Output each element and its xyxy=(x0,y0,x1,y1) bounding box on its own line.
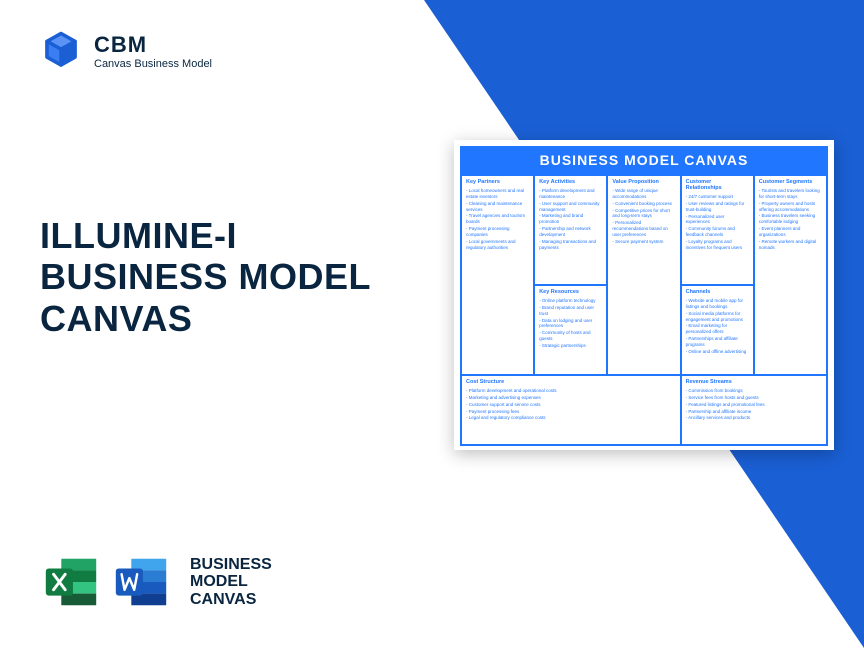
list-item: - Online and offline advertising xyxy=(686,349,749,355)
list-item: - Payment processing fees xyxy=(466,409,676,415)
list-item: - Competitive prices for short and long-… xyxy=(612,208,675,220)
heading-line3: CANVAS xyxy=(40,298,371,339)
list-item: - Platform development and operational c… xyxy=(466,388,676,394)
list-item: - Tourists and travelers looking for sho… xyxy=(759,188,822,200)
list-item: - Travel agencies and tourism boards xyxy=(466,213,529,225)
cell-key-partners: Key Partners - Local homeowners and real… xyxy=(461,175,534,375)
file-icons-row: BUSINESS MODEL CANVAS xyxy=(40,551,272,613)
list-item: - Partnership and network development xyxy=(539,226,602,238)
cell-customer-relationships: Customer Relationships - 24/7 customer s… xyxy=(681,175,754,285)
cbm-logo-icon xyxy=(40,30,82,72)
list-item: - Social media platforms for engagement … xyxy=(686,311,749,323)
list-item: - Online platform technology xyxy=(539,298,602,304)
logo-title: CBM xyxy=(94,32,212,58)
list-item: - User support and community management xyxy=(539,201,602,213)
list-item: - Property owners and hosts offering acc… xyxy=(759,201,822,213)
cell-cost-structure: Cost Structure - Platform development an… xyxy=(461,375,681,445)
cell-customer-segments: Customer Segments - Tourists and travele… xyxy=(754,175,827,375)
list-item: - Personalized recommendations based on … xyxy=(612,220,675,238)
list-item: - Remote workers and digital nomads xyxy=(759,239,822,251)
list-item: - Business travelers seeking comfortable… xyxy=(759,213,822,225)
logo-subtitle: Canvas Business Model xyxy=(94,58,212,70)
cell-value-proposition: Value Proposition - Wide range of unique… xyxy=(607,175,680,375)
list-item: - Customer support and service costs xyxy=(466,402,676,408)
excel-icon xyxy=(40,551,102,613)
list-item: - Brand reputation and user trust xyxy=(539,305,602,317)
canvas-preview-card: BUSINESS MODEL CANVAS Key Partners - Loc… xyxy=(454,140,834,450)
canvas-title: BUSINESS MODEL CANVAS xyxy=(460,146,828,174)
list-item: - Platform development and maintenance xyxy=(539,188,602,200)
list-item: - Local governments and regulatory autho… xyxy=(466,239,529,251)
heading-line2: BUSINESS MODEL xyxy=(40,256,371,297)
list-item: - Personalized user experiences xyxy=(686,214,749,226)
list-item: - Legal and regulatory compliance costs xyxy=(466,415,676,421)
list-item: - Partnerships and affiliate programs xyxy=(686,336,749,348)
list-item: - Service fees from hosts and guests xyxy=(686,395,822,401)
list-item: - Data on lodging and user preferences xyxy=(539,318,602,330)
list-item: - Secure payment system xyxy=(612,239,675,245)
list-item: - Wide range of unique accommodations xyxy=(612,188,675,200)
bmc-label: BUSINESS MODEL CANVAS xyxy=(190,556,272,609)
canvas-grid: Key Partners - Local homeowners and real… xyxy=(460,174,828,446)
list-item: - User reviews and ratings for trust-bui… xyxy=(686,201,749,213)
list-item: - Partnership and affiliate income xyxy=(686,409,822,415)
cell-channels: Channels - Website and mobile app for li… xyxy=(681,285,754,375)
list-item: - Payment processing companies xyxy=(466,226,529,238)
list-item: - Community forums and feedback channels xyxy=(686,226,749,238)
list-item: - Featured listings and promotional fees xyxy=(686,402,822,408)
list-item: - Event planners and organizations xyxy=(759,226,822,238)
logo-area: CBM Canvas Business Model xyxy=(40,30,212,72)
list-item: - Marketing and advertising expenses xyxy=(466,395,676,401)
list-item: - Marketing and brand promotion xyxy=(539,213,602,225)
list-item: - Website and mobile app for listings an… xyxy=(686,298,749,310)
list-item: - Email marketing for personalized offer… xyxy=(686,323,749,335)
cell-revenue-streams: Revenue Streams - Commission from bookin… xyxy=(681,375,827,445)
word-icon xyxy=(110,551,172,613)
cell-key-resources: Key Resources - Online platform technolo… xyxy=(534,285,607,375)
list-item: - Ancillary services and products xyxy=(686,415,822,421)
cell-key-activities: Key Activities - Platform development an… xyxy=(534,175,607,285)
heading-line1: ILLUMINE-I xyxy=(40,215,371,256)
list-item: - Local homeowners and real estate inves… xyxy=(466,188,529,200)
list-item: - Convenient booking process xyxy=(612,201,675,207)
list-item: - Loyalty programs and incentives for fr… xyxy=(686,239,749,251)
main-heading: ILLUMINE-I BUSINESS MODEL CANVAS xyxy=(40,215,371,339)
list-item: - Managing transactions and payments xyxy=(539,239,602,251)
list-item: - Commission from bookings xyxy=(686,388,822,394)
list-item: - Community of hosts and guests xyxy=(539,330,602,342)
list-item: - 24/7 customer support xyxy=(686,194,749,200)
list-item: - Cleaning and maintenance services xyxy=(466,201,529,213)
list-item: - Strategic partnerships xyxy=(539,343,602,349)
